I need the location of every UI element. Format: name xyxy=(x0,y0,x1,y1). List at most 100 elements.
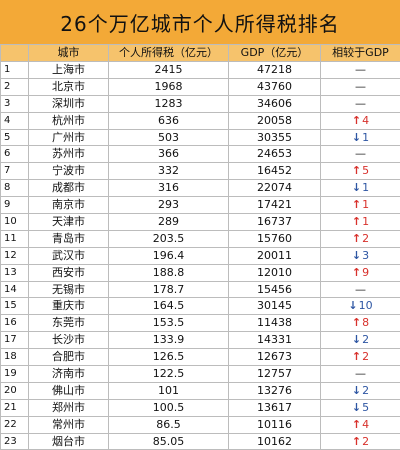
row-tax: 203.5 xyxy=(109,230,229,247)
row-gdp: 10162 xyxy=(229,433,321,450)
row-change: ↑8 xyxy=(321,315,400,332)
row-tax: 100.5 xyxy=(109,399,229,416)
row-city: 合肥市 xyxy=(29,349,109,366)
row-gdp: 13617 xyxy=(229,399,321,416)
row-change: ↑4 xyxy=(321,416,400,433)
arrow-up-icon: ↑ xyxy=(352,198,361,212)
row-city: 烟台市 xyxy=(29,433,109,450)
row-rank: 6 xyxy=(1,146,29,163)
change-value: 1 xyxy=(362,198,369,211)
row-change: — xyxy=(321,78,400,95)
row-tax: 101 xyxy=(109,382,229,399)
row-change: ↓2 xyxy=(321,382,400,399)
row-rank: 20 xyxy=(1,382,29,399)
row-rank: 22 xyxy=(1,416,29,433)
change-value: — xyxy=(355,367,366,380)
arrow-up-icon: ↑ xyxy=(352,418,361,432)
change-value: 9 xyxy=(362,266,369,279)
change-value: 2 xyxy=(362,232,369,245)
row-rank: 23 xyxy=(1,433,29,450)
row-city: 天津市 xyxy=(29,214,109,231)
row-gdp: 24653 xyxy=(229,146,321,163)
row-rank: 8 xyxy=(1,180,29,197)
row-change: ↑4 xyxy=(321,112,400,129)
row-tax: 289 xyxy=(109,214,229,231)
row-city: 长沙市 xyxy=(29,332,109,349)
row-rank: 17 xyxy=(1,332,29,349)
row-rank: 9 xyxy=(1,197,29,214)
row-change: — xyxy=(321,95,400,112)
row-city: 南京市 xyxy=(29,197,109,214)
row-city: 成都市 xyxy=(29,180,109,197)
row-city: 无锡市 xyxy=(29,281,109,298)
change-value: 3 xyxy=(362,249,369,262)
change-value: 2 xyxy=(362,350,369,363)
row-change: ↑2 xyxy=(321,349,400,366)
row-tax: 164.5 xyxy=(109,298,229,315)
row-gdp: 30145 xyxy=(229,298,321,315)
row-city: 广州市 xyxy=(29,129,109,146)
row-gdp: 12010 xyxy=(229,264,321,281)
row-gdp: 15760 xyxy=(229,230,321,247)
row-gdp: 34606 xyxy=(229,95,321,112)
row-tax: 316 xyxy=(109,180,229,197)
row-city: 杭州市 xyxy=(29,112,109,129)
row-rank: 1 xyxy=(1,62,29,79)
row-tax: 153.5 xyxy=(109,315,229,332)
arrow-up-icon: ↑ xyxy=(352,316,361,330)
row-tax: 636 xyxy=(109,112,229,129)
row-gdp: 17421 xyxy=(229,197,321,214)
row-change: ↑5 xyxy=(321,163,400,180)
row-tax: 188.8 xyxy=(109,264,229,281)
change-value: 10 xyxy=(359,299,373,312)
change-value: — xyxy=(355,80,366,93)
row-gdp: 13276 xyxy=(229,382,321,399)
row-city: 东莞市 xyxy=(29,315,109,332)
change-value: 2 xyxy=(362,384,369,397)
header-row: 城市 个人所得税（亿元） GDP（亿元） 相较于GDP xyxy=(1,45,400,62)
row-change: ↑1 xyxy=(321,197,400,214)
row-city: 北京市 xyxy=(29,78,109,95)
arrow-up-icon: ↑ xyxy=(352,266,361,280)
arrow-down-icon: ↓ xyxy=(352,401,361,415)
arrow-up-icon: ↑ xyxy=(352,164,361,178)
row-change: ↑2 xyxy=(321,433,400,450)
row-tax: 122.5 xyxy=(109,366,229,383)
change-value: 4 xyxy=(362,114,369,127)
row-tax: 85.05 xyxy=(109,433,229,450)
row-rank: 19 xyxy=(1,366,29,383)
change-value: — xyxy=(355,283,366,296)
arrow-up-icon: ↑ xyxy=(352,232,361,246)
row-tax: 2415 xyxy=(109,62,229,79)
row-tax: 178.7 xyxy=(109,281,229,298)
row-tax: 196.4 xyxy=(109,247,229,264)
change-value: 5 xyxy=(362,401,369,414)
row-change: — xyxy=(321,62,400,79)
header-gdp: GDP（亿元） xyxy=(229,45,321,62)
row-change: — xyxy=(321,366,400,383)
row-tax: 503 xyxy=(109,129,229,146)
row-gdp: 11438 xyxy=(229,315,321,332)
change-value: — xyxy=(355,147,366,160)
row-rank: 11 xyxy=(1,230,29,247)
row-change: ↓2 xyxy=(321,332,400,349)
row-rank: 10 xyxy=(1,214,29,231)
row-city: 上海市 xyxy=(29,62,109,79)
header-tax: 个人所得税（亿元） xyxy=(109,45,229,62)
row-change: ↑2 xyxy=(321,230,400,247)
row-rank: 12 xyxy=(1,247,29,264)
change-value: 8 xyxy=(362,316,369,329)
